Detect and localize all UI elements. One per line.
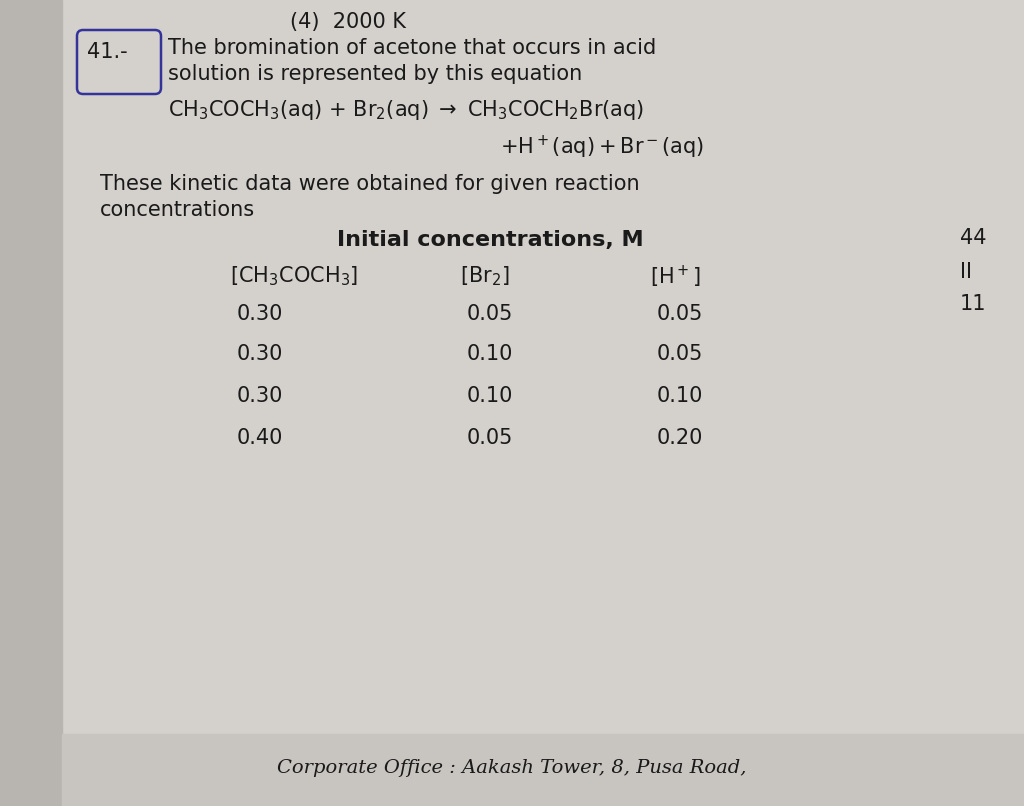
Text: 0.30: 0.30	[237, 386, 284, 406]
Text: (4)  2000 K: (4) 2000 K	[290, 12, 406, 32]
Text: Corporate Office : Aakash Tower, 8, Pusa Road,: Corporate Office : Aakash Tower, 8, Pusa…	[278, 759, 746, 777]
Text: 0.05: 0.05	[467, 428, 513, 448]
Text: $\mathsf{CH_3COCH_3}$(aq) + $\mathsf{Br_2}$(aq) $\mathsf{\rightarrow}$ $\mathsf{: $\mathsf{CH_3COCH_3}$(aq) + $\mathsf{Br_…	[168, 98, 644, 122]
Text: 0.05: 0.05	[656, 304, 703, 324]
Text: 0.30: 0.30	[237, 344, 284, 364]
Text: $[\mathsf{H^+}]$: $[\mathsf{H^+}]$	[650, 264, 701, 290]
Bar	[0, 0, 62, 806]
Text: 0.10: 0.10	[467, 386, 513, 406]
Text: 41.-: 41.-	[87, 42, 128, 62]
Text: 0.05: 0.05	[467, 304, 513, 324]
Text: 0.05: 0.05	[656, 344, 703, 364]
Text: 0.20: 0.20	[656, 428, 703, 448]
Text: These kinetic data were obtained for given reaction: These kinetic data were obtained for giv…	[100, 174, 640, 194]
Text: solution is represented by this equation: solution is represented by this equation	[168, 64, 583, 84]
Text: $[\mathsf{CH_3COCH_3}]$: $[\mathsf{CH_3COCH_3}]$	[230, 264, 358, 288]
Text: 44: 44	[961, 228, 986, 248]
Text: 0.40: 0.40	[237, 428, 284, 448]
Text: 0.10: 0.10	[656, 386, 703, 406]
Text: II: II	[961, 262, 972, 282]
Text: $\mathsf{+ H^+(aq) + Br^-(aq)}$: $\mathsf{+ H^+(aq) + Br^-(aq)}$	[500, 134, 705, 161]
Text: $[\mathsf{Br_2}]$: $[\mathsf{Br_2}]$	[460, 264, 510, 288]
Text: 0.30: 0.30	[237, 304, 284, 324]
Text: concentrations: concentrations	[100, 200, 255, 220]
Text: Initial concentrations, M: Initial concentrations, M	[337, 230, 643, 250]
Bar	[62, 734, 1024, 806]
Text: 11: 11	[961, 294, 986, 314]
Text: The bromination of acetone that occurs in acid: The bromination of acetone that occurs i…	[168, 38, 656, 58]
Text: 0.10: 0.10	[467, 344, 513, 364]
